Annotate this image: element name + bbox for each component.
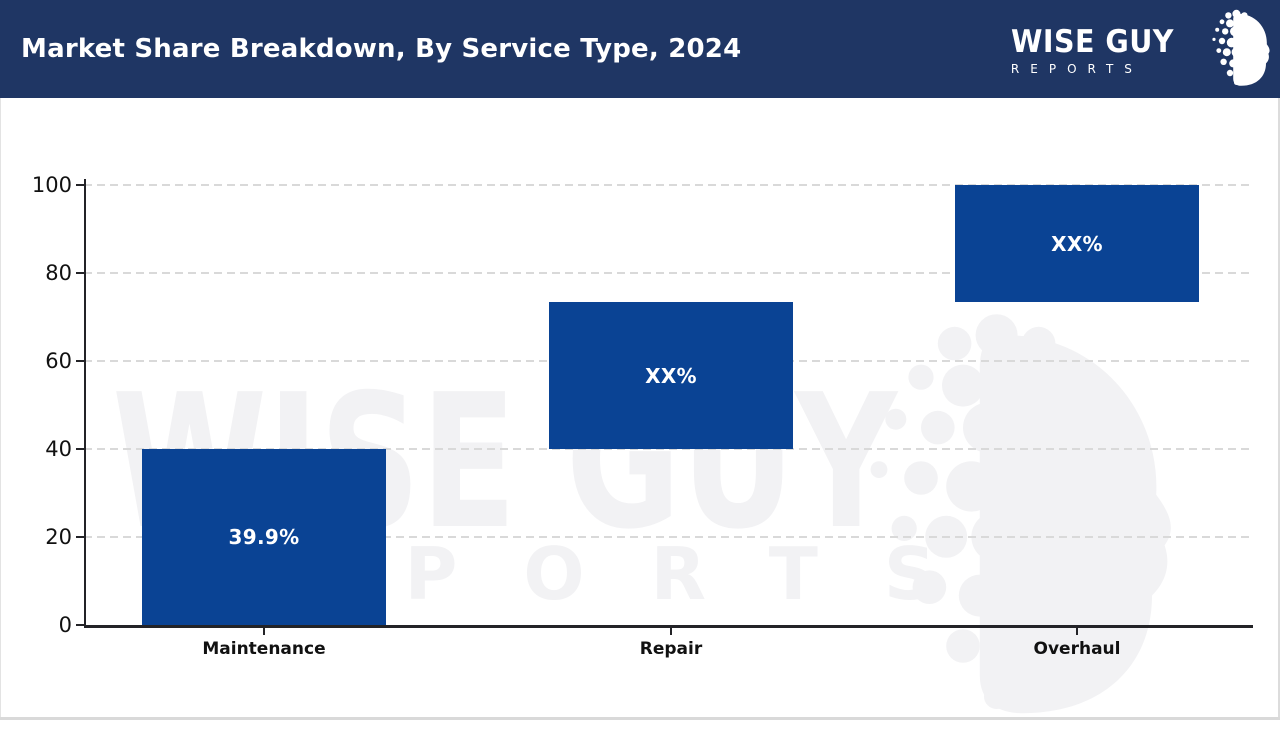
footer-strip <box>0 717 1280 720</box>
x-tick-maintenance <box>263 627 265 635</box>
gridline-y-100 <box>84 184 1253 186</box>
logo-wise-guy-label: WISE GUY <box>1010 24 1174 60</box>
y-tick-60 <box>76 360 84 362</box>
left-edge-line <box>0 98 1 720</box>
right-edge-line <box>1278 98 1280 720</box>
bar-value-label-overhaul: XX% <box>1051 231 1103 256</box>
bar-value-label-repair: XX% <box>645 363 697 388</box>
y-tick-40 <box>76 448 84 450</box>
y-tick-100 <box>76 184 84 186</box>
bar-maintenance: 39.9% <box>142 449 386 625</box>
header: Market Share Breakdown, By Service Type,… <box>0 0 1280 98</box>
x-tick-overhaul <box>1076 627 1078 635</box>
y-tick-0 <box>76 624 84 626</box>
x-category-label-repair: Repair <box>639 639 703 659</box>
chart-plot-area: WISE GUY REPORTS 0 20 40 60 80 100 39.9% XX% XX%… <box>0 98 1280 720</box>
x-category-label-overhaul: Overhaul <box>1033 639 1121 659</box>
logo-reports-label: REPORTS <box>1010 62 1143 76</box>
y-tick-label-0: 0 <box>58 613 72 637</box>
y-tick-20 <box>76 536 84 538</box>
y-tick-label-100: 100 <box>31 173 72 197</box>
bar-repair: XX% <box>549 302 793 450</box>
watermark-face-icon <box>748 310 1178 730</box>
face-profile-icon <box>1190 6 1270 92</box>
x-axis <box>84 625 1253 628</box>
bar-value-label-maintenance: 39.9% <box>228 525 300 550</box>
y-tick-label-20: 20 <box>45 525 72 549</box>
page-title: Market Share Breakdown, By Service Type,… <box>21 34 742 64</box>
bar-overhaul: XX% <box>955 185 1199 303</box>
y-axis <box>84 179 86 627</box>
y-tick-80 <box>76 272 84 274</box>
y-tick-label-80: 80 <box>45 261 72 285</box>
x-tick-repair <box>670 627 672 635</box>
y-tick-label-40: 40 <box>45 437 72 461</box>
logo-text: WISE GUY REPORTS <box>1010 24 1188 76</box>
wise-guy-reports-logo: WISE GUY REPORTS <box>1011 6 1280 92</box>
gridline-y-20 <box>84 536 1253 538</box>
y-tick-label-60: 60 <box>45 349 72 373</box>
gridline-y-80 <box>84 272 1253 274</box>
x-category-label-maintenance: Maintenance <box>202 639 326 659</box>
